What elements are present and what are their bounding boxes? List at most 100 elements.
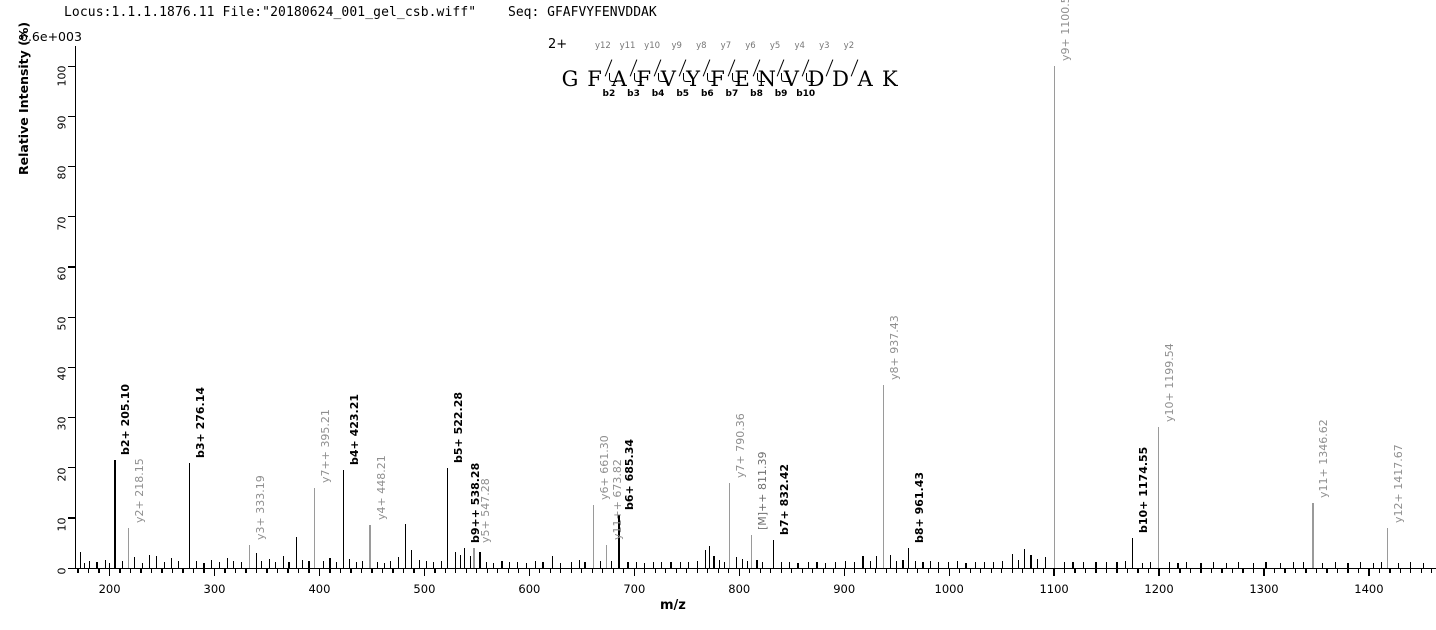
b-ion-label: b9: [774, 89, 788, 99]
b-ion-label: b2: [602, 89, 616, 99]
x-tick-minor: [623, 569, 625, 573]
noise-peak: [335, 561, 337, 568]
cleavage-hook: [756, 73, 765, 82]
x-tick-minor: [350, 569, 352, 573]
peak-label: y10+ 1199.54: [1163, 343, 1177, 423]
noise-peak: [288, 562, 290, 568]
peak-label: b5+ 522.28: [452, 391, 466, 463]
noise-peak: [816, 561, 818, 568]
x-tick-minor: [413, 569, 415, 573]
x-tick-minor: [192, 569, 195, 573]
b-ion-label: b8: [750, 89, 763, 99]
x-tick-minor: [1179, 569, 1181, 573]
x-tick-minor: [402, 569, 405, 573]
x-tick-label: 1000: [934, 582, 964, 596]
y-ion-label: y10: [644, 41, 661, 51]
annotated-peak: [343, 470, 345, 568]
noise-peak: [947, 562, 949, 568]
noise-peak: [323, 560, 325, 568]
noise-peak: [163, 561, 165, 568]
noise-peak: [627, 562, 629, 568]
x-tick-minor: [77, 569, 79, 573]
x-tick-minor: [1284, 569, 1286, 573]
noise-peak: [1017, 560, 1019, 568]
x-tick-minor: [864, 569, 866, 573]
spectrum-peaks: [79, 66, 1425, 568]
x-tick-minor: [654, 569, 656, 573]
noise-peak: [896, 560, 898, 568]
noise-peak: [1168, 561, 1171, 568]
annotated-peak: [1312, 502, 1314, 568]
noise-peak: [440, 560, 442, 568]
noise-peak: [854, 561, 856, 568]
peptide-residue: A: [857, 67, 873, 91]
x-tick-minor: [497, 569, 499, 573]
x-tick-minor: [896, 569, 898, 573]
peak-label: y9+ 1100.50: [1059, 0, 1073, 62]
noise-peak: [329, 557, 331, 568]
noise-peak: [89, 561, 91, 568]
x-tick-minor: [1084, 569, 1087, 573]
noise-peak: [807, 562, 810, 568]
x-tick-minor: [476, 569, 478, 573]
noise-peak: [261, 560, 263, 568]
noise-peak: [493, 562, 495, 568]
x-axis-line: [75, 568, 1436, 570]
x-tick-minor: [707, 569, 709, 573]
noise-peak: [713, 555, 715, 568]
noise-peak: [761, 561, 763, 568]
noise-peak: [418, 559, 420, 568]
annotated-peak: [750, 535, 752, 568]
x-tick-minor: [1242, 569, 1244, 573]
noise-peak: [610, 561, 612, 568]
noise-peak: [1011, 553, 1013, 568]
noise-peak: [1030, 554, 1032, 568]
annotated-peak: [313, 487, 316, 568]
noise-peak: [1265, 562, 1267, 568]
cleavage-hook: [633, 73, 642, 82]
peak-label: b8+ 961.43: [913, 471, 927, 543]
peak-label: y5+ 547.28: [478, 478, 492, 543]
noise-peak: [141, 562, 143, 568]
noise-peak: [965, 562, 967, 568]
noise-peak: [134, 557, 136, 568]
noise-peak: [1185, 562, 1187, 568]
noise-peak: [219, 562, 221, 568]
noise-peak: [96, 562, 98, 568]
noise-peak: [411, 549, 413, 568]
noise-peak: [824, 562, 826, 568]
x-tick-minor: [234, 569, 237, 573]
noise-peak: [501, 561, 503, 568]
peak-label: y7+ 790.36: [733, 412, 747, 478]
annotated-peak: [593, 505, 595, 568]
y-ion-label: y4: [794, 41, 805, 51]
noise-peak: [735, 556, 737, 568]
noise-peak: [560, 562, 562, 568]
chart-header: Locus:1.1.1.1876.11 File:"20180624_001_g…: [0, 0, 1436, 26]
peak-label: y7++ 395.21: [318, 408, 332, 483]
x-tick-major: [843, 569, 845, 576]
x-tick-minor: [1305, 569, 1307, 573]
x-tick-minor: [87, 569, 90, 573]
y-tick: [68, 467, 76, 469]
x-tick-minor: [570, 569, 572, 573]
noise-peak: [397, 556, 399, 568]
x-tick-minor: [791, 569, 793, 573]
x-tick-major: [738, 569, 740, 576]
noise-peak: [459, 555, 461, 568]
peptide-residue: K: [881, 67, 898, 91]
x-tick-minor: [906, 569, 908, 573]
y-tick: [68, 165, 76, 168]
noise-peak: [295, 536, 297, 568]
y-tick: [68, 65, 76, 67]
noise-peak: [542, 562, 544, 568]
x-tick-minor: [1315, 569, 1318, 573]
x-tick-minor: [759, 569, 761, 573]
x-tick-minor: [1326, 569, 1328, 573]
noise-peak: [268, 558, 270, 568]
sequence-text: Seq: GFAFVYFENVDDAK: [508, 5, 657, 20]
y-ion-label: y2: [843, 41, 855, 51]
x-tick-minor: [612, 569, 614, 573]
intensity-scale-label: 6.6e+003: [20, 29, 82, 44]
